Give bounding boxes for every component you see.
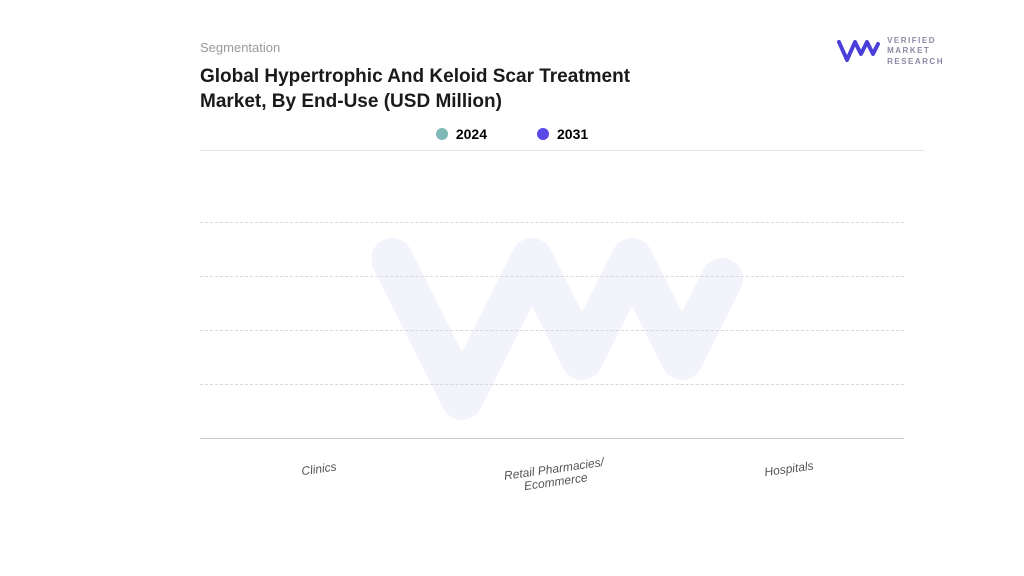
logo-line3: RESEARCH	[887, 57, 944, 67]
logo-icon	[837, 38, 881, 66]
x-axis-label: Clinics	[263, 447, 377, 496]
segmentation-label: Segmentation	[200, 40, 924, 55]
page-title: Global Hypertrophic And Keloid Scar Trea…	[200, 65, 680, 114]
legend-label-b: 2031	[557, 126, 588, 142]
x-axis-label: Hospitals	[732, 447, 846, 496]
logo-line2: MARKET	[887, 46, 944, 56]
logo-line1: VERIFIED	[887, 36, 944, 46]
divider	[200, 150, 924, 151]
chart-legend: 2024 2031	[200, 126, 924, 142]
bar-chart: ClinicsRetail Pharmacies/ EcommerceHospi…	[200, 169, 924, 489]
bars-container	[200, 169, 904, 439]
x-axis-labels: ClinicsRetail Pharmacies/ EcommerceHospi…	[200, 455, 904, 489]
legend-label-a: 2024	[456, 126, 487, 142]
legend-dot-b	[537, 128, 549, 140]
legend-item-2031: 2031	[537, 126, 588, 142]
logo-text: VERIFIED MARKET RESEARCH	[887, 36, 944, 67]
brand-logo: VERIFIED MARKET RESEARCH	[837, 36, 944, 67]
legend-dot-a	[436, 128, 448, 140]
x-axis-label: Retail Pharmacies/ Ecommerce	[498, 447, 612, 496]
legend-item-2024: 2024	[436, 126, 487, 142]
